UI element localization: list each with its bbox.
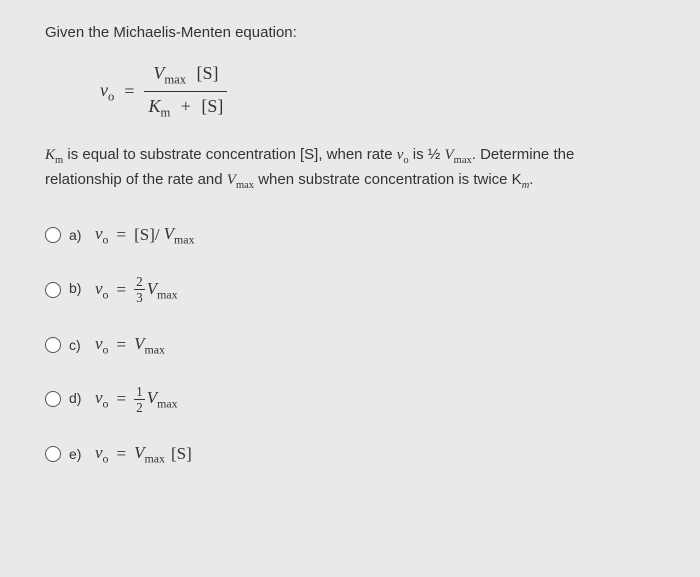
question-intro: Given the Michaelis-Menten equation: bbox=[45, 22, 655, 43]
option-a[interactable]: a) vo = [S]/ Vmax bbox=[45, 222, 655, 248]
option-e[interactable]: e) vo = Vmax [S] bbox=[45, 441, 655, 467]
question-explanation: Km is equal to substrate concentration [… bbox=[45, 144, 655, 194]
radio-icon[interactable] bbox=[45, 282, 61, 298]
radio-icon[interactable] bbox=[45, 227, 61, 243]
option-expression: vo = 2 3 Vmax bbox=[95, 275, 178, 305]
option-letter: d) bbox=[69, 385, 85, 409]
radio-icon[interactable] bbox=[45, 337, 61, 353]
option-b[interactable]: b) vo = 2 3 Vmax bbox=[45, 275, 655, 305]
option-d[interactable]: d) vo = 1 2 Vmax bbox=[45, 385, 655, 415]
option-expression: vo = 1 2 Vmax bbox=[95, 385, 178, 415]
option-expression: vo = Vmax [S] bbox=[95, 441, 192, 467]
main-equation: vo = Vmax [S] Km + [S] bbox=[100, 61, 655, 122]
option-letter: b) bbox=[69, 275, 85, 299]
option-expression: vo = Vmax bbox=[95, 332, 165, 358]
option-letter: e) bbox=[69, 441, 85, 465]
options-group: a) vo = [S]/ Vmax b) vo = 2 3 Vmax c) vo… bbox=[45, 222, 655, 467]
option-c[interactable]: c) vo = Vmax bbox=[45, 332, 655, 358]
option-letter: c) bbox=[69, 332, 85, 356]
radio-icon[interactable] bbox=[45, 391, 61, 407]
radio-icon[interactable] bbox=[45, 446, 61, 462]
option-letter: a) bbox=[69, 222, 85, 246]
option-expression: vo = [S]/ Vmax bbox=[95, 222, 194, 248]
